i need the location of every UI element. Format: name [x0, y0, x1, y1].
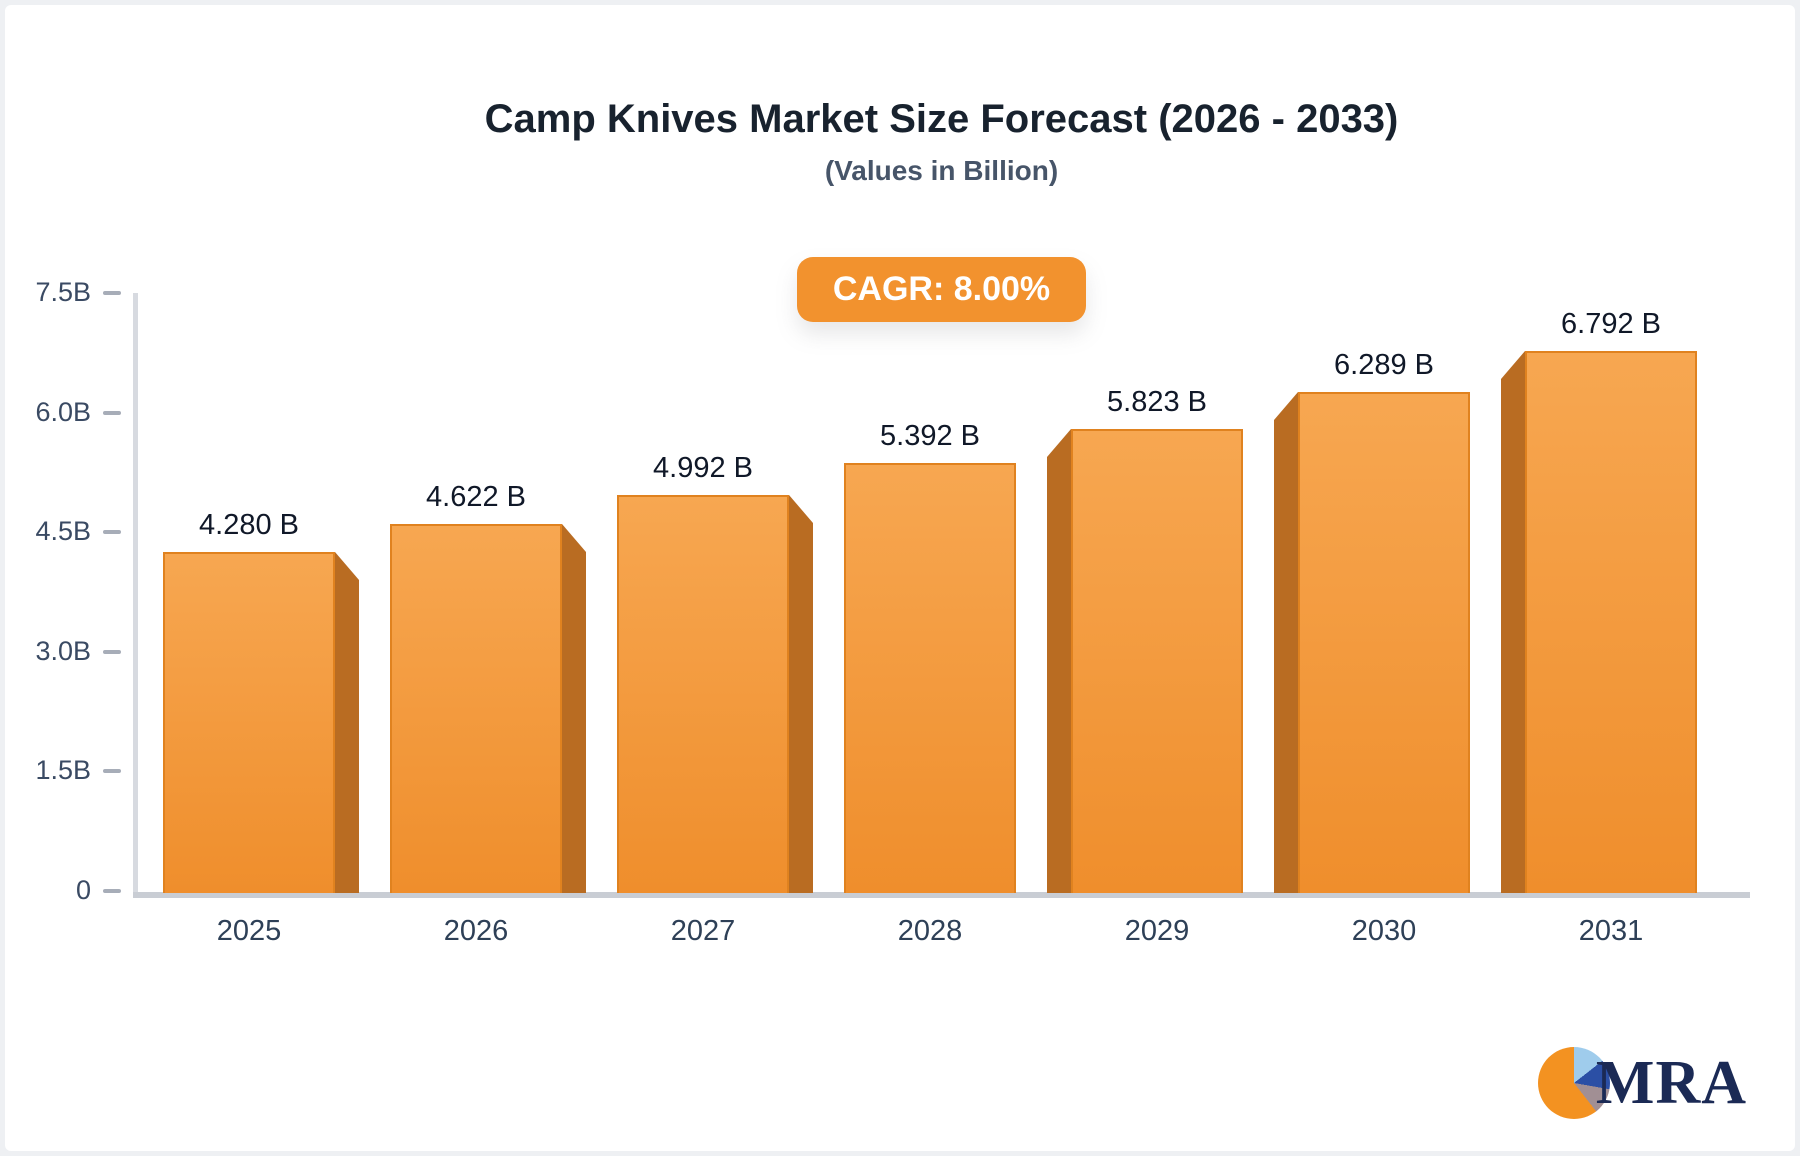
x-axis-label-2028: 2028	[897, 915, 963, 947]
bar-value-label: 5.823 B	[1107, 386, 1207, 418]
y-tick-mark	[103, 889, 121, 893]
bar-side-face	[335, 552, 359, 893]
bar-2025: 4.280 B	[163, 509, 359, 893]
y-tick-label: 3.0B	[35, 635, 91, 666]
cagr-badge-wrap: CAGR: 8.00%	[133, 257, 1750, 322]
bar-front-face	[844, 463, 1016, 893]
y-tick-label: 0	[75, 875, 91, 905]
x-axis-label-2025: 2025	[216, 915, 282, 947]
y-tick-mark	[103, 291, 121, 295]
bar-value-label: 6.792 B	[1561, 308, 1661, 340]
bar-value-label: 5.392 B	[880, 420, 980, 452]
y-tick-label: 6.0B	[35, 396, 91, 427]
bar-value-label: 4.280 B	[199, 509, 299, 541]
y-tick-label: 1.5B	[35, 755, 91, 786]
y-tick-mark	[103, 769, 121, 774]
x-axis-label-2027: 2027	[670, 915, 736, 947]
x-axis-label-2026: 2026	[443, 915, 509, 947]
bar-side-face	[1047, 429, 1071, 893]
bar-front-face	[1525, 351, 1697, 893]
bar-side-face	[1501, 351, 1525, 893]
pie-chart-icon	[1537, 1047, 1610, 1119]
chart-subtitle: (Values in Billion)	[824, 155, 1059, 186]
y-axis-line	[133, 293, 138, 893]
bar-front-face	[163, 552, 335, 893]
bar-2027: 4.992 B	[617, 452, 813, 893]
mra-logo: MRA	[1537, 1047, 1747, 1119]
bar-side-face	[562, 524, 586, 893]
y-tick-mark	[103, 410, 121, 415]
chart-card: Camp Knives Market Size Forecast (2026 -…	[5, 5, 1795, 1151]
chart-title: Camp Knives Market Size Forecast (2026 -…	[484, 97, 1399, 141]
bar-front-face	[617, 495, 789, 893]
bar-value-label: 4.622 B	[426, 481, 526, 513]
bar-side-face	[789, 495, 813, 893]
bar-side-face	[1274, 392, 1298, 893]
x-axis-label-2029: 2029	[1124, 915, 1190, 947]
bar-2031: 6.792 B	[1501, 308, 1697, 893]
cagr-badge: CAGR: 8.00%	[796, 257, 1087, 322]
bar-chart-plot: 0 1.5B 3.0B 4.5B 6.0B 7.5B 4.280 B 4.622 B 4.99…	[35, 277, 1750, 947]
bar-2026: 4.622 B	[390, 481, 586, 893]
x-axis-label-2030: 2030	[1351, 915, 1417, 947]
y-tick-label: 7.5B	[35, 277, 91, 307]
bar-front-face	[1071, 429, 1243, 893]
x-axis-label-2031: 2031	[1578, 915, 1644, 947]
x-axis-baseline	[133, 892, 1750, 898]
y-tick-label: 4.5B	[35, 516, 91, 547]
bar-front-face	[1298, 392, 1470, 893]
y-tick-mark	[103, 530, 121, 535]
logo-text: MRA	[1595, 1048, 1747, 1117]
y-tick-mark	[103, 649, 121, 654]
bar-front-face	[390, 524, 562, 893]
bar-value-label: 6.289 B	[1334, 349, 1434, 381]
bar-2028: 5.392 B	[844, 420, 1016, 893]
bar-2029: 5.823 B	[1047, 386, 1243, 893]
bar-2030: 6.289 B	[1274, 349, 1470, 893]
bar-value-label: 4.992 B	[653, 452, 753, 484]
